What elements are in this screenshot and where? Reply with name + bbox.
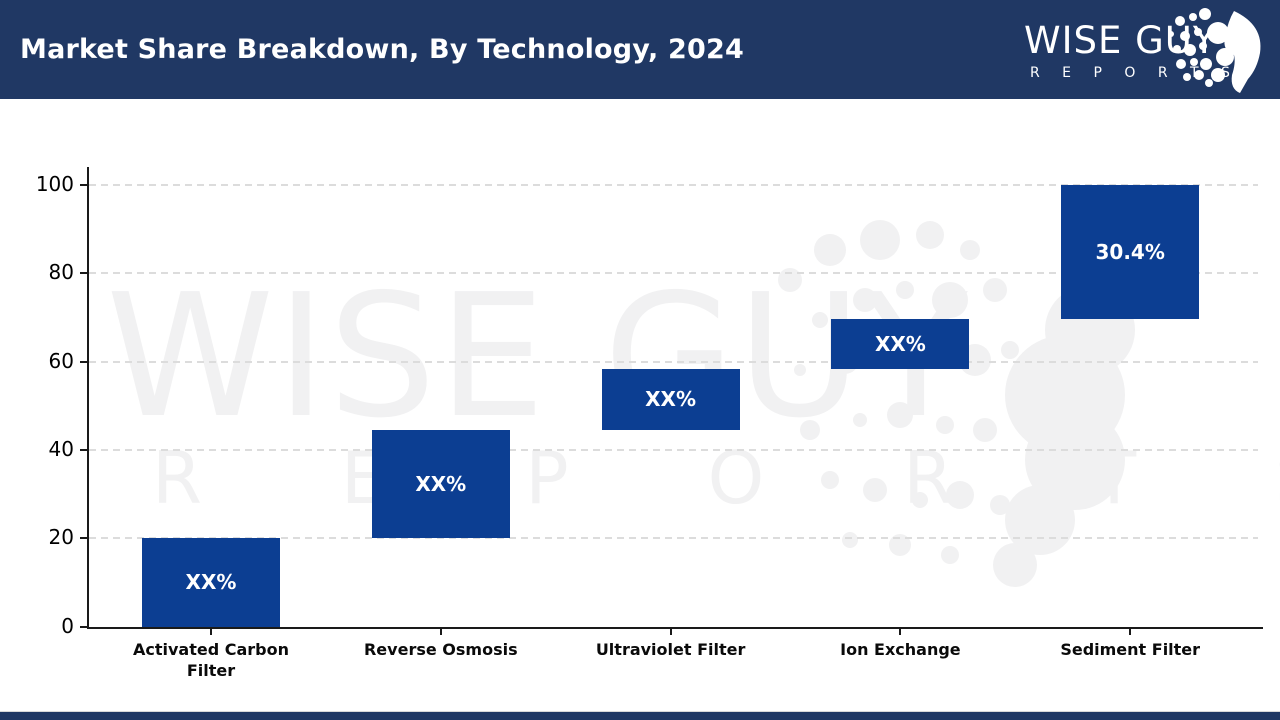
- gridline: [89, 360, 1258, 363]
- x-axis-category-label: Activated Carbon Filter: [132, 640, 289, 680]
- y-axis-tick-label: 80: [48, 260, 74, 285]
- bar-value-label: XX%: [645, 387, 697, 412]
- bar-value-label: XX%: [874, 332, 926, 357]
- bar: XX%: [831, 319, 970, 370]
- y-axis-tick: [80, 360, 88, 363]
- y-axis-tick: [80, 537, 88, 540]
- bar-value-label: 30.4%: [1095, 240, 1165, 265]
- y-axis-tick: [80, 184, 88, 186]
- x-axis-category-label: Reverse Osmosis: [363, 640, 518, 659]
- bar: 30.4%: [1061, 185, 1200, 320]
- y-axis-tick-label: 0: [61, 613, 74, 638]
- y-axis-tick: [80, 272, 88, 275]
- x-axis-tick: [210, 628, 212, 635]
- bar: XX%: [371, 429, 510, 539]
- y-axis-line: [87, 167, 89, 629]
- x-axis-tick: [439, 628, 442, 635]
- x-axis-tick: [669, 628, 672, 635]
- gridline: [89, 272, 1258, 275]
- bar-value-label: XX%: [415, 471, 467, 496]
- y-axis-tick-label: 40: [48, 436, 74, 461]
- y-axis-tick-label: 100: [35, 172, 74, 196]
- bar-value-label: XX%: [185, 570, 237, 595]
- y-axis-tick: [80, 448, 88, 451]
- y-axis-tick-label: 60: [48, 348, 74, 373]
- page-title: Market Share Breakdown, By Technology, 2…: [20, 34, 745, 65]
- logo-reports-text: R E P O R T S: [1030, 65, 1239, 81]
- y-axis-tick: [80, 625, 88, 628]
- x-axis-category-label: Sediment Filter: [1060, 640, 1201, 659]
- bar: XX%: [142, 538, 280, 627]
- x-axis-category-label: Ion Exchange: [840, 640, 961, 659]
- logo-dotted-head-icon: [1168, 8, 1261, 93]
- bar: XX%: [601, 369, 740, 430]
- watermark-wiseguy-text: WISE GUY: [106, 258, 970, 456]
- gridline: [89, 448, 1258, 451]
- wise-guy-reports-logo: WISE GUY R E P O R T S: [1024, 8, 1261, 93]
- x-axis-line: [87, 626, 1263, 629]
- x-axis-tick: [899, 628, 902, 635]
- x-axis-tick: [1129, 628, 1132, 635]
- gridline: [89, 184, 1258, 186]
- logo-wiseguy-text: WISE GUY: [1024, 19, 1216, 62]
- footer-divider: [0, 711, 1280, 712]
- header-bar: Market Share Breakdown, By Technology, 2…: [0, 0, 1280, 99]
- x-axis-category-label: Ultraviolet Filter: [595, 640, 746, 659]
- y-axis-tick-label: 20: [48, 525, 74, 550]
- gridline: [89, 537, 1258, 540]
- footer-bar: [0, 712, 1280, 720]
